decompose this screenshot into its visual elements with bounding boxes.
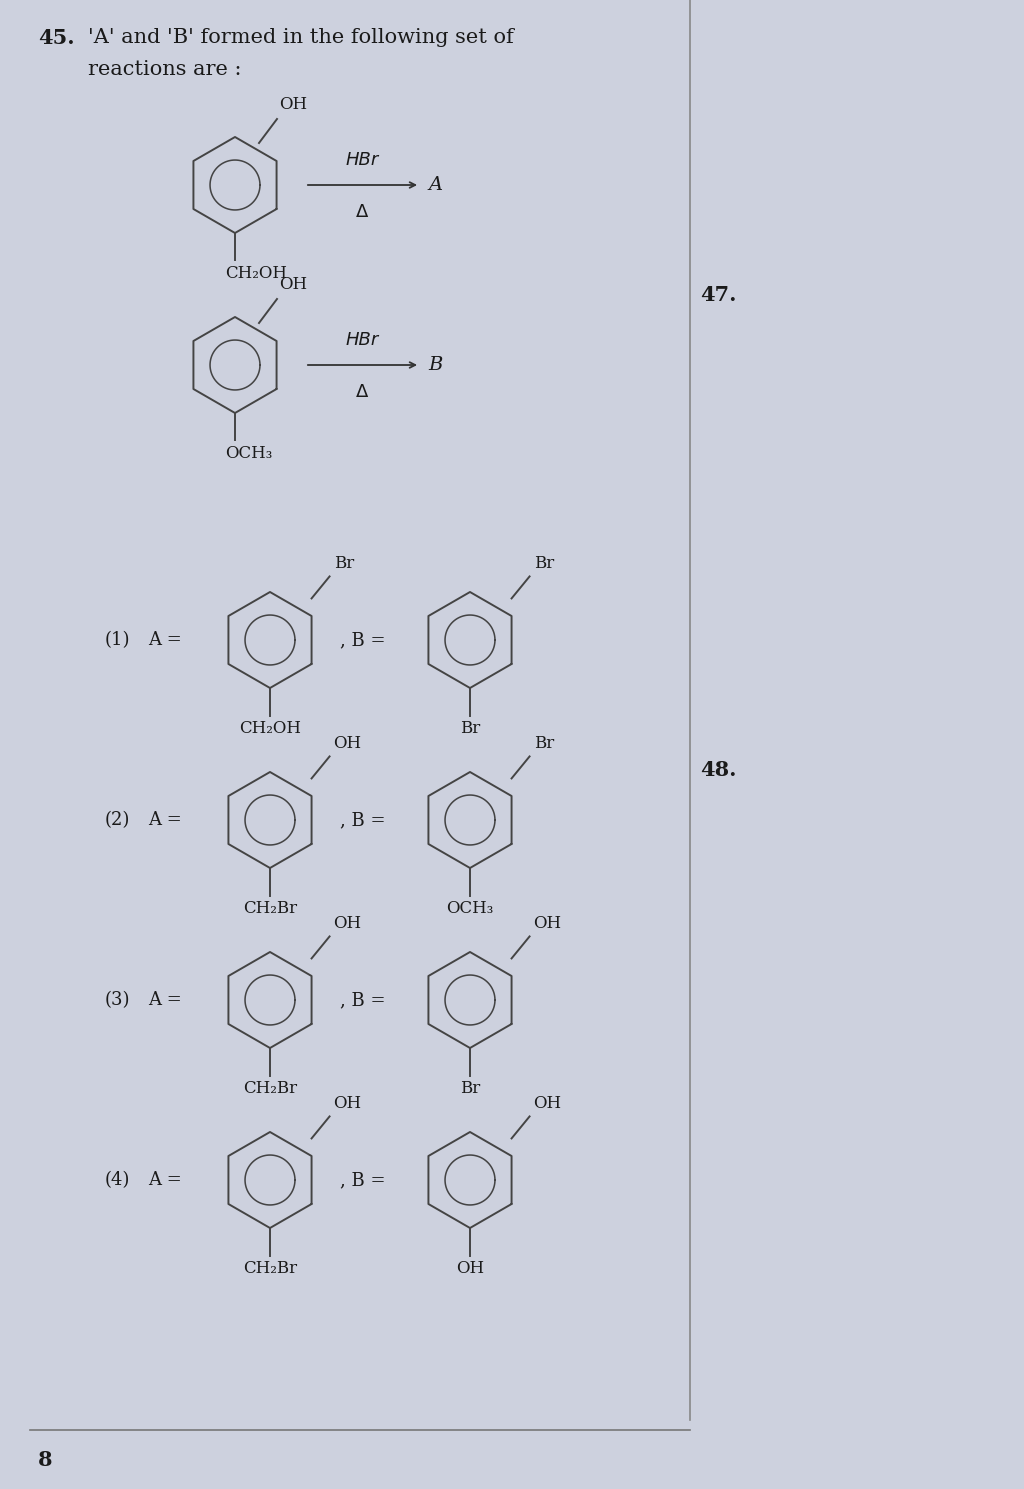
Text: HBr: HBr: [346, 150, 379, 168]
Text: Br: Br: [334, 555, 354, 572]
Text: A =: A =: [148, 1170, 181, 1190]
Text: Δ: Δ: [356, 203, 369, 220]
Text: OH: OH: [534, 916, 562, 932]
Text: OCH₃: OCH₃: [446, 899, 494, 917]
Text: OH: OH: [334, 1096, 361, 1112]
Text: A =: A =: [148, 631, 181, 649]
Text: 8: 8: [38, 1450, 52, 1470]
Text: CH₂Br: CH₂Br: [243, 1260, 297, 1278]
Text: OH: OH: [534, 1096, 562, 1112]
Text: Δ: Δ: [356, 383, 369, 401]
Text: , B =: , B =: [340, 992, 385, 1010]
Text: reactions are :: reactions are :: [88, 60, 242, 79]
Text: OH: OH: [279, 95, 307, 113]
Text: A: A: [428, 176, 442, 194]
Text: (4): (4): [105, 1170, 130, 1190]
Text: B: B: [428, 356, 442, 374]
Text: OH: OH: [334, 736, 361, 752]
Text: 47.: 47.: [700, 284, 736, 305]
Text: 45.: 45.: [38, 28, 75, 48]
Text: OH: OH: [456, 1260, 484, 1278]
Text: (3): (3): [105, 992, 130, 1010]
Text: Br: Br: [534, 736, 554, 752]
Text: , B =: , B =: [340, 1170, 385, 1190]
Text: CH₂OH: CH₂OH: [225, 265, 287, 281]
Text: HBr: HBr: [346, 331, 379, 348]
Text: , B =: , B =: [340, 812, 385, 829]
Text: CH₂Br: CH₂Br: [243, 1080, 297, 1097]
Text: Br: Br: [460, 1080, 480, 1097]
Text: OH: OH: [334, 916, 361, 932]
Text: A =: A =: [148, 812, 181, 829]
Text: Br: Br: [534, 555, 554, 572]
Text: Br: Br: [460, 721, 480, 737]
Text: OCH₃: OCH₃: [225, 445, 272, 462]
Text: , B =: , B =: [340, 631, 385, 649]
Text: (1): (1): [105, 631, 130, 649]
Text: OH: OH: [279, 275, 307, 293]
Text: 'A' and 'B' formed in the following set of: 'A' and 'B' formed in the following set …: [88, 28, 514, 48]
Text: CH₂OH: CH₂OH: [239, 721, 301, 737]
Text: (2): (2): [105, 812, 130, 829]
Text: A =: A =: [148, 992, 181, 1010]
Text: CH₂Br: CH₂Br: [243, 899, 297, 917]
Text: 48.: 48.: [700, 759, 736, 780]
